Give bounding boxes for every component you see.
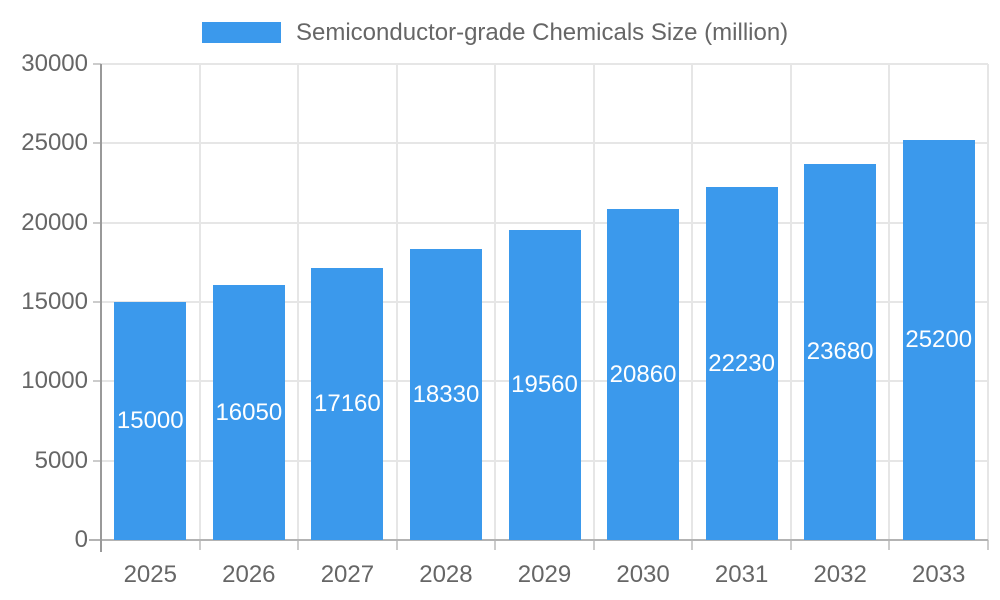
- legend-label[interactable]: Semiconductor-grade Chemicals Size (mill…: [296, 19, 789, 46]
- x-axis-tick-label: 2033: [912, 561, 966, 588]
- y-tick-mark: [93, 459, 101, 462]
- gridline-vertical: [592, 64, 595, 540]
- bar[interactable]: 23680: [804, 164, 877, 540]
- y-axis-tick-label: 30000: [21, 50, 88, 77]
- y-tick-mark: [93, 142, 101, 145]
- x-tick-mark: [198, 540, 201, 550]
- bar[interactable]: 16050: [212, 285, 285, 540]
- gridline-vertical: [297, 64, 300, 540]
- x-tick-mark: [592, 540, 595, 550]
- bar-value-label: 17160: [314, 389, 381, 417]
- y-axis-tick-label: 5000: [34, 446, 88, 474]
- x-tick-mark: [789, 540, 792, 550]
- x-axis-tick-label: 2031: [714, 561, 769, 588]
- bar-value-label: 20860: [609, 360, 677, 388]
- bar-value-label: 25200: [905, 326, 973, 354]
- y-axis-tick-label: 0: [74, 526, 88, 553]
- gridline-vertical: [691, 64, 694, 540]
- x-tick-mark: [395, 540, 398, 550]
- bar-value-label: 16050: [215, 398, 283, 426]
- gridline-vertical: [494, 64, 497, 540]
- bar-value-label: 19560: [511, 370, 578, 398]
- x-axis-line: [89, 539, 988, 541]
- x-axis-tick-label: 2029: [517, 561, 572, 588]
- x-axis-tick-label: 2030: [616, 561, 670, 588]
- bar[interactable]: 19560: [508, 229, 581, 540]
- x-tick-mark: [297, 540, 300, 550]
- bar[interactable]: 20860: [607, 209, 680, 540]
- bar[interactable]: 25200: [902, 140, 975, 540]
- x-axis-tick-label: 2026: [222, 561, 276, 588]
- bar-value-label: 15000: [116, 407, 184, 434]
- x-tick-mark: [691, 540, 694, 550]
- x-tick-mark: [888, 540, 891, 550]
- bar-value-label: 18330: [412, 380, 480, 408]
- y-axis-tick-label: 10000: [21, 367, 88, 395]
- y-axis-line: [100, 64, 102, 552]
- gridline-horizontal: [101, 221, 988, 224]
- x-axis-tick-label: 2028: [419, 561, 473, 588]
- bar-value-label: 23680: [806, 338, 874, 366]
- legend-swatch[interactable]: [202, 22, 281, 43]
- bar[interactable]: 18330: [409, 249, 482, 540]
- x-axis-tick-label: 2032: [813, 561, 867, 588]
- legend: Semiconductor-grade Chemicals Size (mill…: [0, 0, 1000, 56]
- x-tick-mark: [987, 540, 989, 550]
- y-axis-tick-label: 25000: [21, 129, 88, 157]
- x-axis-tick-label: 2027: [320, 561, 375, 588]
- bar-value-label: 22230: [708, 349, 775, 377]
- bar[interactable]: 15000: [114, 302, 187, 540]
- y-tick-mark: [93, 301, 101, 303]
- x-axis-tick-label: 2025: [123, 561, 177, 588]
- gridline-vertical: [789, 64, 792, 540]
- bar[interactable]: 22230: [705, 187, 778, 540]
- y-axis-tick-label: 15000: [21, 288, 88, 315]
- y-axis-tick-label: 20000: [21, 208, 88, 236]
- x-tick-mark: [494, 540, 497, 550]
- gridline-vertical: [987, 64, 989, 540]
- gridline-horizontal: [101, 63, 988, 65]
- bar[interactable]: 17160: [311, 267, 384, 540]
- gridline-vertical: [395, 64, 398, 540]
- gridline-vertical: [198, 64, 201, 540]
- y-tick-mark: [93, 221, 101, 224]
- y-tick-mark: [93, 380, 101, 383]
- y-tick-mark: [93, 63, 101, 65]
- gridline-vertical: [888, 64, 891, 540]
- gridline-horizontal: [101, 142, 988, 145]
